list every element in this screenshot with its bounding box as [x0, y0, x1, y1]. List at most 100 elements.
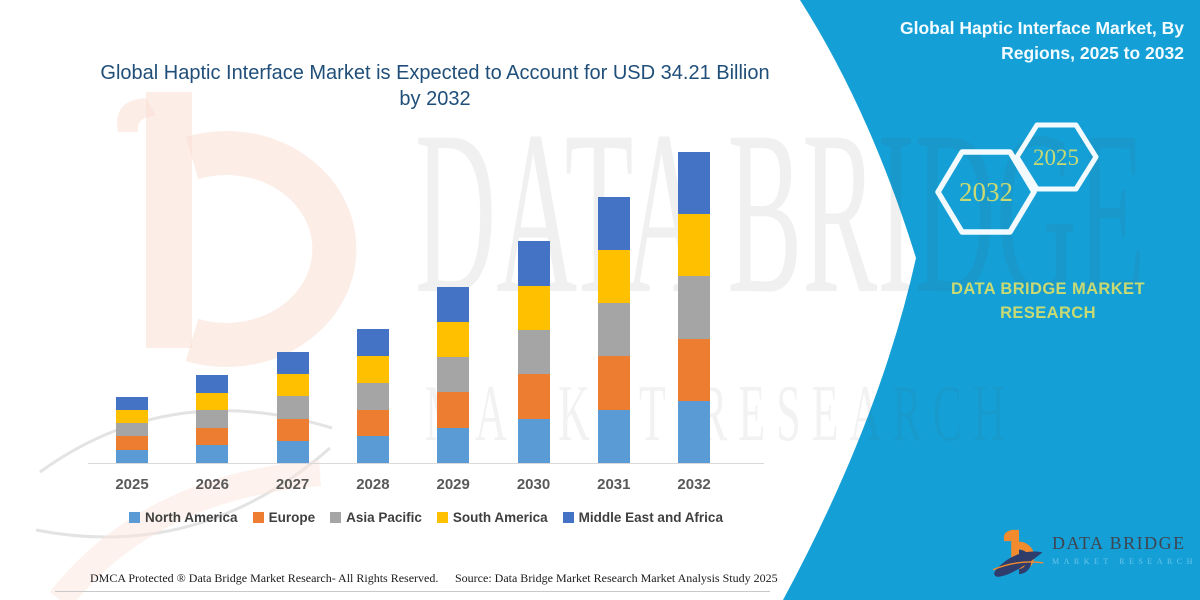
segment-asia-pacific	[196, 410, 229, 428]
legend-label: North America	[145, 510, 238, 525]
hexagon-2025: 2025	[1014, 122, 1099, 192]
legend-swatch	[252, 512, 264, 523]
stacked-bar-2027	[276, 352, 309, 463]
side-brand-line2: RESEARCH	[1000, 303, 1096, 322]
segment-middle-east-and-africa	[517, 241, 550, 286]
chart-legend: North America Europe Asia Pacific South Ame…	[70, 510, 782, 525]
segment-north-america	[196, 445, 229, 463]
stacked-bar-2028	[356, 329, 389, 463]
segment-south-america	[276, 374, 309, 397]
segment-south-america	[597, 249, 630, 304]
legend-label: Asia Pacific	[346, 510, 422, 525]
x-axis-label-2029: 2029	[436, 476, 470, 493]
segment-asia-pacific	[437, 357, 470, 393]
segment-asia-pacific	[597, 303, 630, 357]
hexagon-2032-label: 2032	[959, 177, 1013, 207]
segment-middle-east-and-africa	[276, 352, 309, 375]
x-axis-label-2025: 2025	[115, 476, 149, 493]
bar-chart-plot-area	[88, 140, 764, 464]
segment-middle-east-and-africa	[597, 196, 630, 250]
segment-north-america	[597, 409, 630, 463]
segment-middle-east-and-africa	[356, 329, 389, 357]
chart-title: Global Haptic Interface Market is Expect…	[40, 60, 830, 112]
legend-label: Europe	[268, 510, 316, 525]
legend-label: South America	[452, 510, 548, 525]
databridge-logo-mark	[993, 529, 1044, 577]
stacked-bar-2030	[517, 241, 550, 463]
source-note: Source: Data Bridge Market Research Mark…	[455, 571, 778, 585]
segment-europe	[437, 392, 470, 428]
segment-south-america	[196, 392, 229, 411]
side-panel-title: Global Haptic Interface Market, By Regio…	[854, 16, 1184, 67]
x-axis-label-2027: 2027	[275, 476, 310, 493]
x-axis-label-2028: 2028	[356, 476, 390, 493]
segment-north-america	[116, 449, 148, 463]
stacked-bar-2032	[678, 152, 711, 463]
segment-south-america	[356, 356, 389, 383]
segment-middle-east-and-africa	[437, 286, 470, 322]
segment-north-america	[517, 418, 550, 463]
databridge-logo: DATA BRIDGE MARKET RESEARCH	[993, 526, 1197, 584]
segment-europe	[678, 338, 711, 401]
x-axis-line	[88, 463, 764, 464]
stacked-bar-2031	[597, 196, 630, 463]
side-brand-line1: DATA BRIDGE MARKET	[951, 280, 1145, 298]
segment-asia-pacific	[116, 423, 148, 437]
legend-swatch	[330, 512, 342, 523]
segment-middle-east-and-africa	[678, 152, 711, 215]
x-axis-label-2026: 2026	[195, 476, 229, 493]
segment-north-america	[678, 400, 711, 463]
logo-title: DATA BRIDGE	[1052, 533, 1186, 553]
chart-title-line2: by 2032	[399, 88, 471, 110]
segment-asia-pacific	[678, 276, 711, 339]
segment-europe	[116, 436, 148, 450]
legend-item-asia-pacific: Asia Pacific	[330, 510, 422, 525]
legend-swatch	[436, 512, 448, 523]
x-axis-label-2032: 2032	[677, 476, 711, 493]
legend-item-south-america: South America	[436, 510, 548, 525]
segment-south-america	[678, 214, 711, 277]
stacked-bar-2025	[116, 396, 148, 463]
dmca-notice: DMCA Protected ® Data Bridge Market Rese…	[90, 571, 439, 585]
logo-b-watermark	[35, 92, 357, 600]
segment-asia-pacific	[356, 382, 389, 410]
segment-middle-east-and-africa	[196, 374, 229, 393]
segment-asia-pacific	[276, 396, 309, 419]
segment-europe	[276, 418, 309, 441]
legend-swatch	[129, 512, 141, 523]
segment-north-america	[276, 440, 309, 463]
stacked-bar-2026	[196, 374, 229, 463]
segment-south-america	[116, 409, 148, 424]
legend-item-middle-east-and-africa: Middle East and Africa	[562, 510, 723, 525]
segment-north-america	[356, 436, 389, 463]
footer-divider	[55, 591, 770, 592]
logo-subtitle: MARKET RESEARCH	[1052, 557, 1197, 566]
x-axis-label-2030: 2030	[516, 476, 551, 493]
legend-item-europe: Europe	[252, 510, 316, 525]
segment-middle-east-and-africa	[116, 396, 148, 410]
chart-title-line1: Global Haptic Interface Market is Expect…	[100, 62, 770, 84]
segment-south-america	[517, 285, 550, 330]
segment-europe	[196, 427, 229, 446]
hexagon-2032: 2032	[935, 149, 1037, 235]
hexagon-2025-label: 2025	[1033, 145, 1079, 170]
segment-europe	[356, 409, 389, 437]
segment-asia-pacific	[517, 329, 550, 375]
segment-north-america	[437, 427, 470, 463]
legend-label: Middle East and Africa	[578, 510, 723, 525]
x-axis-labels: 2025 2026 2027 2028 2029 2030 2031 2032	[88, 476, 764, 498]
side-panel-title-line2: Regions, 2025 to 2032	[1001, 43, 1184, 64]
databridge-logo-text: DATA BRIDGE MARKET RESEARCH	[1052, 526, 1197, 566]
x-axis-label-2031: 2031	[597, 476, 631, 493]
segment-europe	[597, 356, 630, 410]
stacked-bar-2029	[437, 286, 470, 463]
legend-item-north-america: North America	[129, 510, 238, 525]
segment-south-america	[437, 321, 470, 358]
side-brand-text: DATA BRIDGE MARKET RESEARCH	[928, 278, 1168, 326]
side-panel-title-line1: Global Haptic Interface Market, By	[900, 18, 1184, 38]
legend-swatch	[562, 512, 574, 523]
segment-europe	[517, 374, 550, 419]
